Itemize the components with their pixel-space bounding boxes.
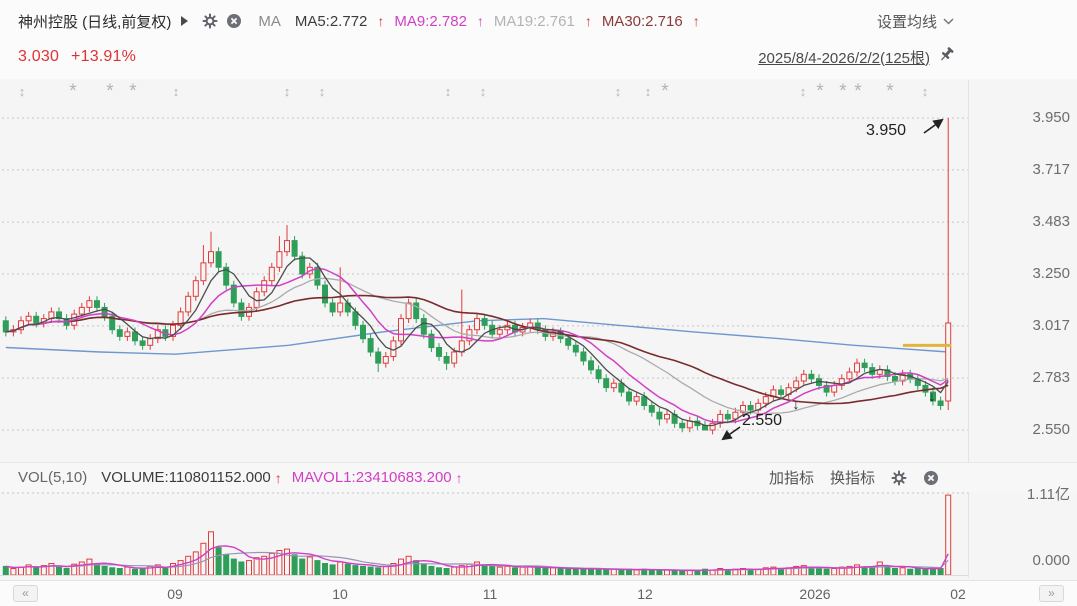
time-tick-label: 09 — [167, 586, 183, 602]
price-tick-label: 2.783 — [1032, 369, 1070, 386]
dividend-marker-icon[interactable]: ↕ — [479, 84, 487, 99]
pin-icon[interactable] — [938, 46, 955, 68]
indicator-row: 神州控股 (日线,前复权) — [18, 8, 1077, 34]
dividend-marker-icon[interactable]: ↕ — [172, 84, 180, 99]
price-tick-label: 3.950 — [1032, 109, 1070, 126]
time-tick-label: 11 — [482, 586, 498, 602]
price-tick-label: 3.250 — [1032, 265, 1070, 282]
volume-chart-plot[interactable] — [0, 492, 1077, 577]
vol-settings-gear-icon[interactable] — [891, 470, 907, 486]
last-price: 3.030 — [18, 48, 60, 65]
stock-title: 神州控股 (日线,前复权) — [18, 13, 172, 31]
volume-header: VOL(5,10) VOLUME:110801152.000 ↑ MAVOL1:… — [0, 462, 1077, 492]
dividend-marker-icon[interactable]: ↕ — [444, 84, 452, 99]
annotation-arrows — [721, 118, 944, 441]
candles-group — [2, 118, 952, 435]
long-ma-line — [5, 317, 949, 355]
change-percent: +13.91% — [71, 48, 137, 65]
event-down-arrow-icon[interactable]: ↓ — [792, 396, 800, 412]
chart-header: 神州控股 (日线,前复权) — [0, 0, 1077, 79]
high-annotation: 3.950 — [866, 122, 907, 139]
ma19-trend-arrow-icon: ↑ — [584, 13, 592, 29]
dividend-marker-icon[interactable]: ↕ — [799, 84, 807, 99]
ma-settings-label: 设置均线 — [876, 13, 937, 31]
ma9-trend-arrow-icon: ↑ — [476, 13, 484, 29]
chevron-down-icon — [943, 17, 954, 25]
ma9-value: MA9:2.782 — [394, 12, 467, 30]
volume-value: VOLUME:110801152.000 — [101, 469, 271, 486]
volume-min-label: 0.000 — [1032, 552, 1070, 569]
add-indicator-button[interactable]: 加指标 — [768, 470, 814, 487]
mavol-value: MAVOL1:23410683.200 — [291, 469, 452, 486]
scroll-left-button[interactable]: « — [13, 585, 38, 602]
expand-caret-icon[interactable] — [181, 16, 189, 26]
ma19-value: MA19:2.761 — [493, 12, 575, 30]
ma-settings-button[interactable]: 设置均线 — [877, 11, 954, 32]
price-chart-plot[interactable] — [0, 80, 1077, 462]
dividend-marker-icon[interactable]: ↕ — [614, 84, 622, 99]
switch-indicator-button[interactable]: 换指标 — [829, 470, 875, 487]
announcement-marker-icon[interactable]: * — [69, 81, 77, 102]
time-tick-label: 2026 — [799, 586, 831, 602]
plot-right-border — [968, 80, 969, 578]
ma-settings-gear-icon[interactable] — [202, 13, 218, 29]
announcement-marker-icon[interactable]: * — [886, 81, 894, 102]
event-marker-row: ↕ * * * ↕ ↕ ↕ ↕ ↕ ↕ ↕ * ↕ * * * * ↕ — [0, 81, 1077, 102]
dividend-marker-icon[interactable]: ↕ — [921, 84, 929, 99]
announcement-marker-icon[interactable]: * — [661, 81, 669, 102]
price-tick-label: 3.017 — [1032, 317, 1070, 334]
mavol5-line — [5, 545, 949, 572]
vol-close-icon[interactable] — [923, 470, 939, 486]
ma-close-icon[interactable] — [226, 13, 242, 29]
time-tick-label: 12 — [637, 586, 653, 602]
dividend-marker-icon[interactable]: ↕ — [18, 84, 26, 99]
ma5-value: MA5:2.772 — [294, 12, 368, 30]
ma30-value: MA30:2.716 — [601, 12, 683, 30]
price-gridlines — [2, 117, 968, 431]
price-row: 3.030 +13.91% 2025/8/4-2026/2/2(125根) — [18, 45, 1077, 69]
volume-trend-arrow-icon: ↑ — [274, 469, 282, 486]
vol-indicator-label: VOL(5,10) — [18, 469, 88, 486]
ma9-line — [5, 267, 949, 423]
time-axis: « » 09 10 11 12 2026 02 — [0, 580, 1077, 606]
time-tick-label: 10 — [332, 586, 348, 602]
price-tick-label: 3.717 — [1032, 161, 1070, 178]
date-range-link[interactable]: 2025/8/4-2026/2/2(125根) — [758, 49, 930, 67]
announcement-marker-icon[interactable]: * — [816, 81, 824, 102]
dividend-marker-icon[interactable]: ↕ — [644, 84, 652, 99]
price-tick-label: 2.550 — [1032, 421, 1070, 438]
volume-bars-group — [2, 494, 952, 576]
ma19-line — [5, 277, 949, 415]
scroll-right-button[interactable]: » — [1039, 585, 1064, 602]
ma5-trend-arrow-icon: ↑ — [377, 13, 385, 29]
announcement-marker-icon[interactable]: * — [129, 81, 137, 102]
announcement-marker-icon[interactable]: * — [839, 81, 847, 102]
announcement-marker-icon[interactable]: * — [854, 81, 862, 102]
ma5-line — [5, 257, 949, 427]
dividend-marker-icon[interactable]: ↕ — [318, 84, 326, 99]
event-down-arrow-icon[interactable]: ↓ — [928, 388, 936, 404]
low-annotation: 2.550 — [742, 412, 783, 429]
price-tick-label: 3.483 — [1032, 213, 1070, 230]
ma30-trend-arrow-icon: ↑ — [692, 13, 700, 29]
ma30-line — [5, 294, 949, 405]
ma-group-label: MA — [258, 12, 281, 30]
announcement-marker-icon[interactable]: * — [106, 81, 114, 102]
time-tick-label: 02 — [950, 586, 966, 602]
mavol-trend-arrow-icon: ↑ — [455, 469, 463, 486]
volume-max-label: 1.11亿 — [1026, 486, 1070, 503]
dividend-marker-icon[interactable]: ↕ — [283, 84, 291, 99]
